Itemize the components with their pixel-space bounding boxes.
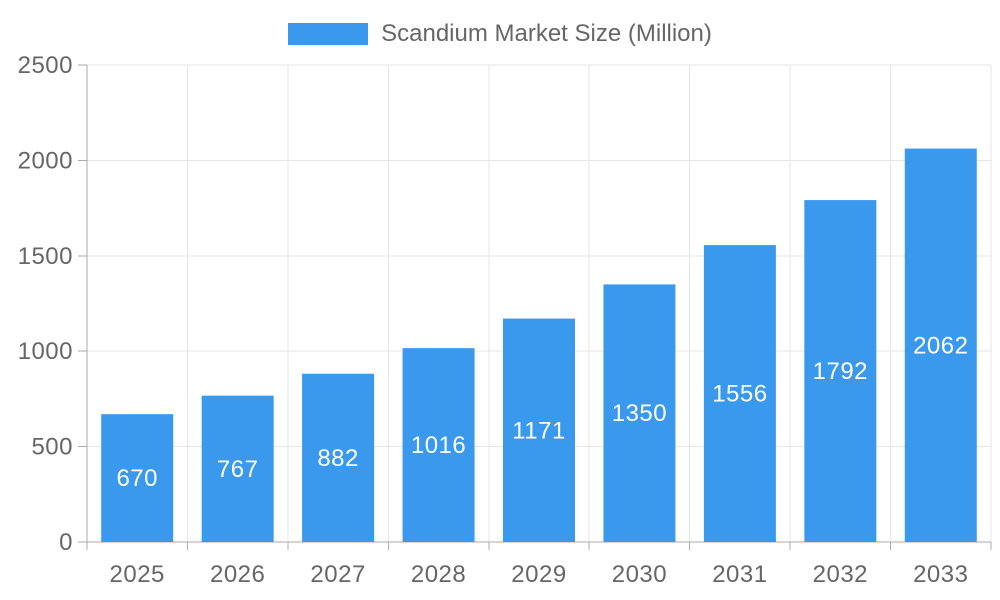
x-axis-tick-label: 2028 bbox=[411, 561, 466, 588]
bar-2025[interactable] bbox=[101, 414, 174, 542]
bar-2029[interactable] bbox=[503, 318, 575, 542]
bar-2030[interactable] bbox=[603, 284, 676, 542]
bar-2028[interactable] bbox=[402, 348, 475, 542]
legend-swatch bbox=[288, 23, 369, 45]
y-axis-tick-label: 1000 bbox=[18, 338, 73, 365]
y-axis-tick-label: 2500 bbox=[18, 52, 73, 79]
bar-value-label: 1350 bbox=[612, 400, 667, 427]
bar-2032[interactable] bbox=[804, 200, 877, 542]
x-axis-tick-label: 2025 bbox=[110, 561, 165, 588]
x-axis-tick-label: 2031 bbox=[712, 561, 767, 588]
legend-item-scandium-market-size[interactable]: Scandium Market Size (Million) bbox=[288, 20, 712, 48]
bar-value-label: 1171 bbox=[512, 417, 566, 444]
x-axis-tick-label: 2033 bbox=[913, 561, 968, 588]
bar-2027[interactable] bbox=[302, 373, 375, 542]
chart-legend: Scandium Market Size (Million) bbox=[0, 20, 1000, 48]
y-axis-tick-label: 1500 bbox=[18, 243, 73, 270]
legend-label: Scandium Market Size (Million) bbox=[381, 20, 712, 47]
y-axis-tick-label: 0 bbox=[59, 529, 73, 556]
bar-value-label: 670 bbox=[116, 465, 158, 492]
x-axis-tick-label: 2026 bbox=[210, 561, 265, 588]
bar-2033[interactable] bbox=[904, 148, 977, 542]
y-axis-tick-label: 500 bbox=[31, 434, 73, 461]
bar-value-label: 882 bbox=[317, 445, 359, 472]
bar-value-label: 767 bbox=[217, 456, 259, 483]
bar-2026[interactable] bbox=[201, 395, 274, 542]
bar-value-label: 1792 bbox=[813, 358, 868, 385]
x-axis-tick-label: 2027 bbox=[310, 561, 365, 588]
x-axis-tick-label: 2032 bbox=[813, 561, 868, 588]
x-axis-tick-label: 2029 bbox=[511, 561, 566, 588]
y-axis-tick-label: 2000 bbox=[18, 147, 73, 174]
bar-2031[interactable] bbox=[703, 245, 776, 542]
bar-value-label: 1016 bbox=[411, 432, 466, 459]
bar-value-label: 1556 bbox=[712, 381, 767, 408]
x-axis-tick-label: 2030 bbox=[612, 561, 667, 588]
bar-value-label: 2062 bbox=[913, 332, 968, 359]
